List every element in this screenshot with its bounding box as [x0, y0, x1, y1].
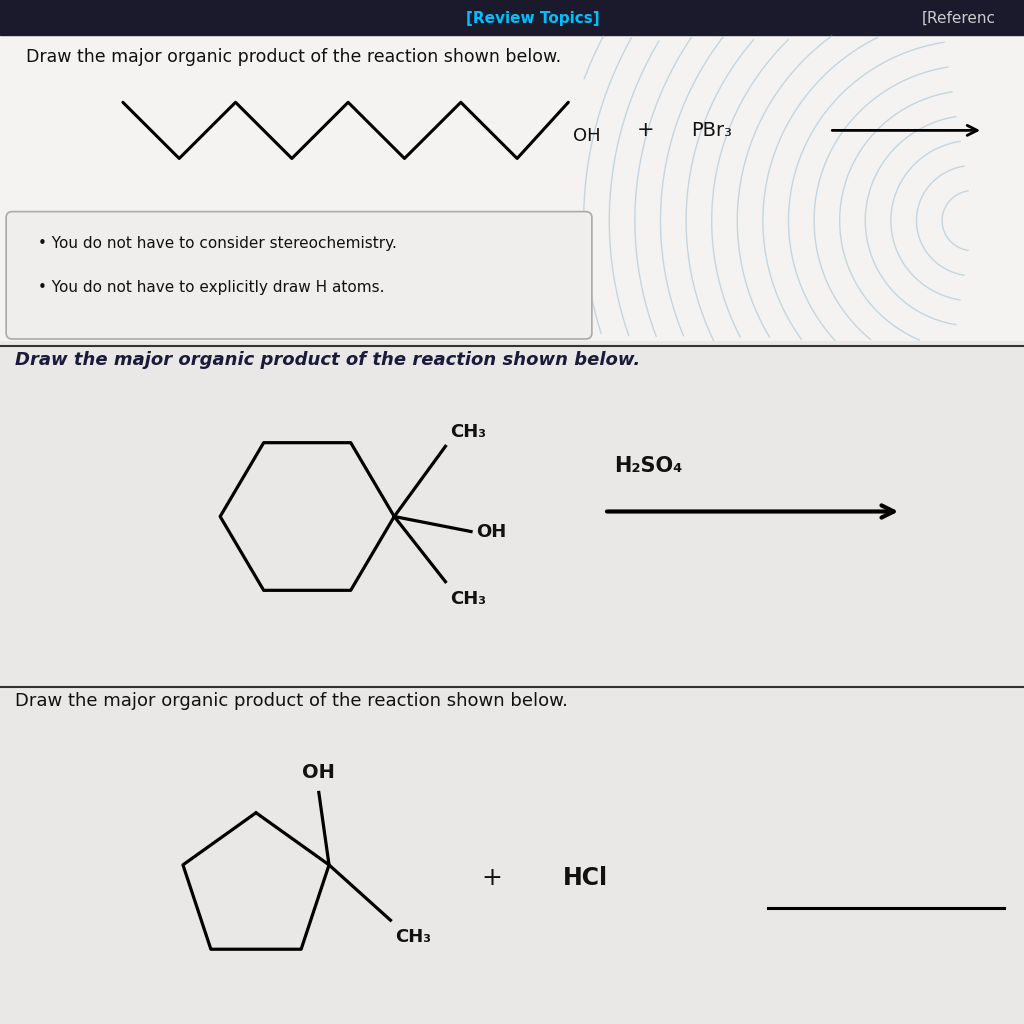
Bar [0, 0, 1024, 35]
Bar [0, 35, 1024, 341]
Text: CH₃: CH₃ [395, 929, 431, 946]
Text: [Review Topics]: [Review Topics] [466, 10, 599, 26]
Text: OH: OH [573, 127, 601, 145]
Text: HCl: HCl [563, 866, 608, 890]
Text: H₂SO₄: H₂SO₄ [614, 457, 683, 476]
Text: Draw the major organic product of the reaction shown below.: Draw the major organic product of the re… [15, 351, 641, 369]
Text: CH₃: CH₃ [451, 423, 486, 441]
Text: OH: OH [476, 522, 507, 541]
Text: +: + [481, 866, 502, 890]
Text: Draw the major organic product of the reaction shown below.: Draw the major organic product of the re… [26, 48, 561, 67]
Text: • You do not have to consider stereochemistry.: • You do not have to consider stereochem… [38, 236, 396, 251]
Text: Draw the major organic product of the reaction shown below.: Draw the major organic product of the re… [15, 692, 568, 710]
Text: • You do not have to explicitly draw H atoms.: • You do not have to explicitly draw H a… [38, 280, 384, 295]
Text: OH: OH [302, 764, 335, 782]
Text: +: + [636, 121, 654, 140]
Text: CH₃: CH₃ [451, 590, 486, 607]
Text: [Referenc: [Referenc [922, 10, 995, 26]
Text: PBr₃: PBr₃ [691, 121, 732, 140]
FancyBboxPatch shape [6, 212, 592, 339]
